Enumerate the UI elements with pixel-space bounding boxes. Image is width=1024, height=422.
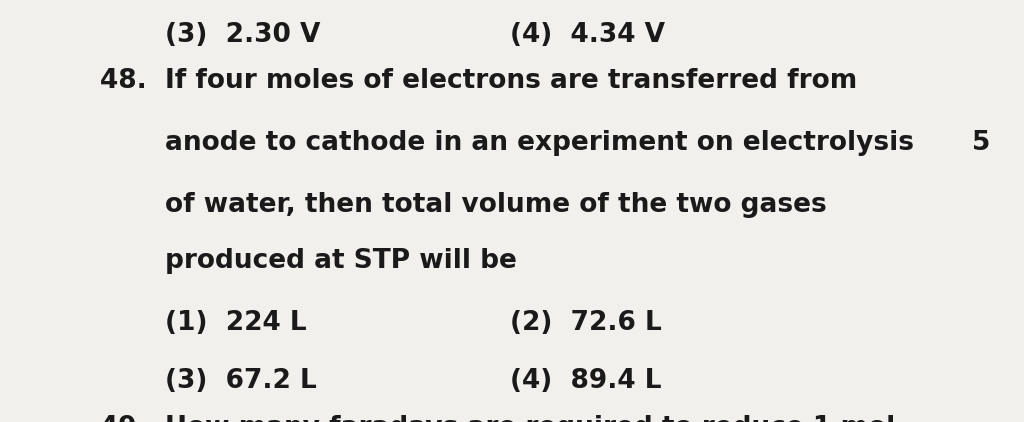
Text: anode to cathode in an experiment on electrolysis: anode to cathode in an experiment on ele… (165, 130, 914, 156)
Text: (3)  67.2 L: (3) 67.2 L (165, 368, 316, 394)
Text: (4)  89.4 L: (4) 89.4 L (510, 368, 662, 394)
Text: 48.  If four moles of electrons are transferred from: 48. If four moles of electrons are trans… (100, 68, 857, 94)
Text: produced at STP will be: produced at STP will be (165, 248, 517, 274)
Text: 5: 5 (972, 130, 990, 156)
Text: (3)  2.30 V: (3) 2.30 V (165, 22, 321, 48)
Text: (4)  4.34 V: (4) 4.34 V (510, 22, 665, 48)
Text: of water, then total volume of the two gases: of water, then total volume of the two g… (165, 192, 826, 218)
Text: (1)  224 L: (1) 224 L (165, 310, 306, 336)
Text: (2)  72.6 L: (2) 72.6 L (510, 310, 662, 336)
Text: 49.  How many faradays are required to reduce 1 mol: 49. How many faradays are required to re… (100, 415, 895, 422)
